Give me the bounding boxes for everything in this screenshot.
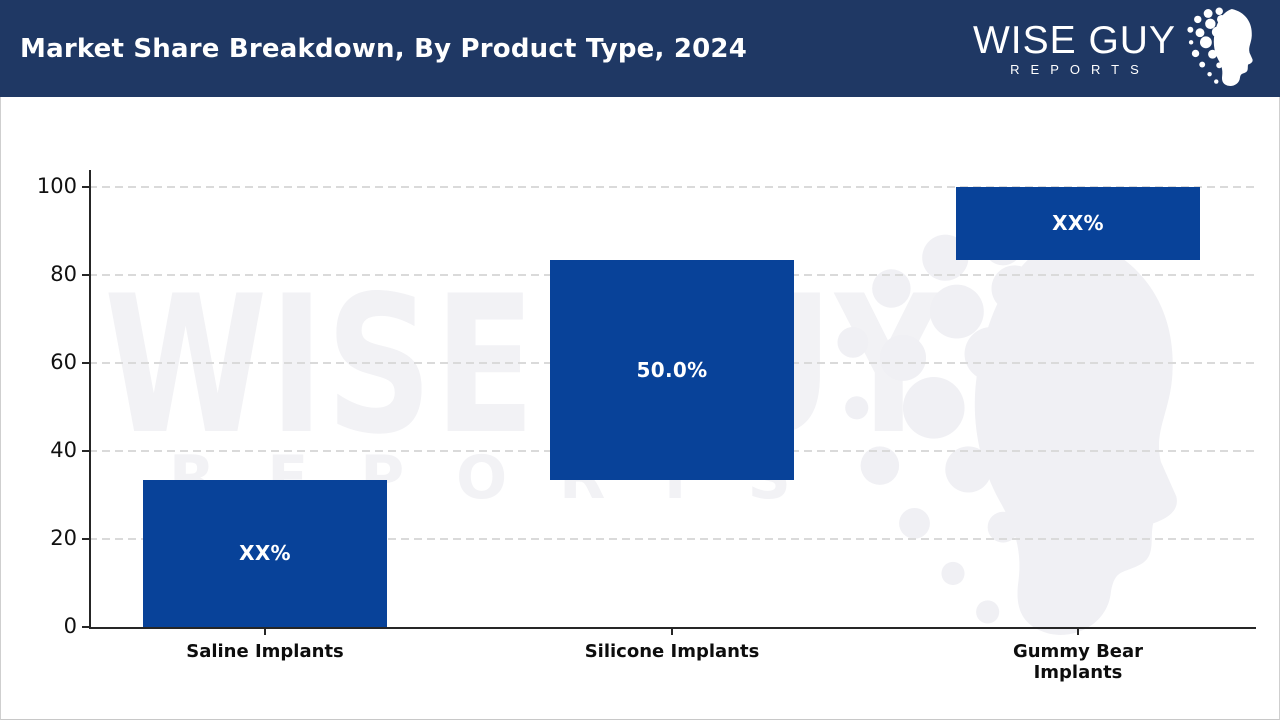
y-tick-mark (82, 626, 89, 628)
page-title: Market Share Breakdown, By Product Type,… (20, 33, 747, 64)
bar: XX% (143, 479, 387, 627)
bar: 50.0% (550, 259, 794, 480)
logo-line1: WISE GUY (972, 19, 1176, 62)
gridline (89, 538, 1254, 540)
y-tick-label: 20 (50, 526, 77, 550)
y-tick-label: 100 (36, 174, 77, 198)
y-tick-label: 80 (50, 262, 77, 286)
y-tick-mark (82, 186, 89, 188)
plot-region: 0 20 40 60 80 100 XX% Saline Implants 50.0% Silic… (1, 97, 1279, 719)
watermark-wordmark: WISE GUY (104, 255, 944, 476)
bar-value-label: XX% (1052, 211, 1104, 236)
face-profile-icon (1187, 7, 1253, 86)
category-label: Gummy Bear Implants (1012, 641, 1144, 683)
y-tick-label: 0 (63, 614, 77, 638)
chart-area: WISE GUY REPORTS 0 20 40 60 80 100 XX% Saline I… (0, 97, 1280, 720)
y-tick-mark (82, 362, 89, 364)
x-axis-line (89, 627, 1256, 629)
watermark-face-icon (837, 226, 1177, 635)
category-label: Saline Implants (186, 641, 344, 662)
bar-value-label: XX% (239, 541, 291, 566)
y-tick-mark (82, 538, 89, 540)
logo-wordmark: WISE GUY REPORTS (973, 21, 1176, 76)
y-tick-mark (82, 274, 89, 276)
bar: XX% (956, 187, 1200, 260)
wise-guy-reports-logo: WISE GUY REPORTS (973, 7, 1254, 91)
y-tick-label: 60 (50, 350, 77, 374)
x-tick-mark (671, 629, 673, 635)
bar-value-label: 50.0% (636, 357, 708, 382)
gridline (89, 186, 1254, 188)
y-tick-mark (82, 450, 89, 452)
header-bar: Market Share Breakdown, By Product Type,… (0, 0, 1280, 97)
category-label: Silicone Implants (584, 641, 760, 662)
y-tick-label: 40 (50, 438, 77, 462)
x-tick-mark (264, 629, 266, 635)
logo-line2: REPORTS (1010, 62, 1150, 77)
x-tick-mark (1077, 629, 1079, 635)
y-axis-line (89, 170, 91, 627)
